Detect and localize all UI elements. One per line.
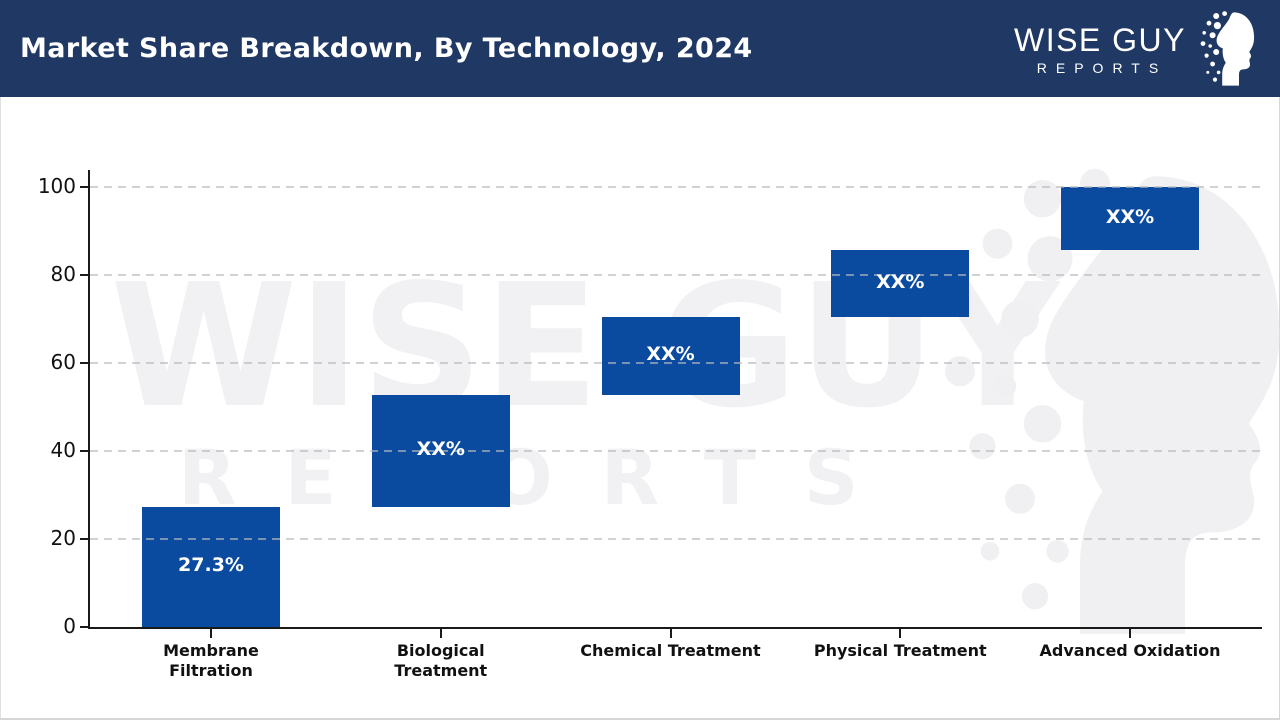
x-tick-label-line: Filtration xyxy=(169,661,253,680)
x-tick-label-line: Biological xyxy=(396,641,485,660)
y-axis-line xyxy=(88,170,90,629)
x-tick-label-line: Physical Treatment xyxy=(813,641,987,660)
wise-guy-reports-logo: WISE GUY REPORTS xyxy=(1014,10,1266,88)
page-title: Market Share Breakdown, By Technology, 2… xyxy=(20,33,753,64)
x-tick-label-line: Membrane xyxy=(163,641,259,660)
x-tick-mark xyxy=(899,629,902,638)
y-tick-mark xyxy=(80,626,88,628)
gridline-80 xyxy=(90,274,1262,276)
bar-value-label: XX% xyxy=(646,343,695,366)
x-tick-label-advanced-oxidation: Advanced Oxidation xyxy=(1015,641,1245,661)
bar-advanced-oxidation xyxy=(1061,187,1199,251)
logo-name: WISE GUY xyxy=(1013,21,1186,58)
bar-value-label: XX% xyxy=(1105,205,1155,228)
y-tick-label: 100 xyxy=(37,174,76,198)
y-tick-label: 80 xyxy=(50,262,76,286)
x-tick-mark xyxy=(669,629,672,638)
y-tick-label: 60 xyxy=(50,350,76,374)
y-tick-mark xyxy=(80,450,88,452)
bar-value-label: XX% xyxy=(876,270,925,293)
y-tick-mark xyxy=(80,274,88,276)
y-tick-label: 40 xyxy=(50,438,76,462)
y-tick-label: 20 xyxy=(50,526,76,550)
logo-subtitle: REPORTS xyxy=(1036,59,1168,76)
bar-value-label: 27.3% xyxy=(178,553,244,576)
x-axis-line xyxy=(88,627,1262,629)
bar-physical-treatment xyxy=(831,250,970,318)
x-tick-label-line: Advanced Oxidation xyxy=(1039,641,1221,660)
x-tick-label-chemical-treatment: Chemical Treatment xyxy=(556,641,786,661)
y-tick-label: 0 xyxy=(63,614,76,638)
y-tick-mark xyxy=(80,362,88,364)
bar-value-label: XX% xyxy=(416,438,465,460)
header-bar: Market Share Breakdown, By Technology, 2… xyxy=(0,0,1280,97)
x-tick-label-line: Chemical Treatment xyxy=(580,641,761,660)
x-tick-label-line: Treatment xyxy=(394,661,488,680)
bar-membrane-filtration xyxy=(142,506,280,627)
logo-text: WISE GUY REPORTS xyxy=(1014,23,1186,76)
logo-face-icon xyxy=(1200,11,1255,86)
gridline-60 xyxy=(90,362,1262,364)
bar-chemical-treatment xyxy=(601,317,740,396)
x-tick-label-biological-treatment: Biological Treatment xyxy=(326,641,556,681)
x-tick-mark xyxy=(439,629,442,638)
y-tick-mark xyxy=(80,538,88,540)
gridline-40 xyxy=(90,450,1262,452)
x-tick-label-membrane-filtration: Membrane Filtration xyxy=(96,641,326,681)
gridline-20 xyxy=(90,538,1262,540)
y-tick-mark xyxy=(80,186,88,188)
watermark-subtext: REPORTS xyxy=(178,433,907,522)
x-tick-mark xyxy=(1129,629,1131,638)
gridline-100 xyxy=(90,186,1262,188)
x-tick-label-physical-treatment: Physical Treatment xyxy=(785,641,1015,661)
x-tick-mark xyxy=(210,629,212,638)
